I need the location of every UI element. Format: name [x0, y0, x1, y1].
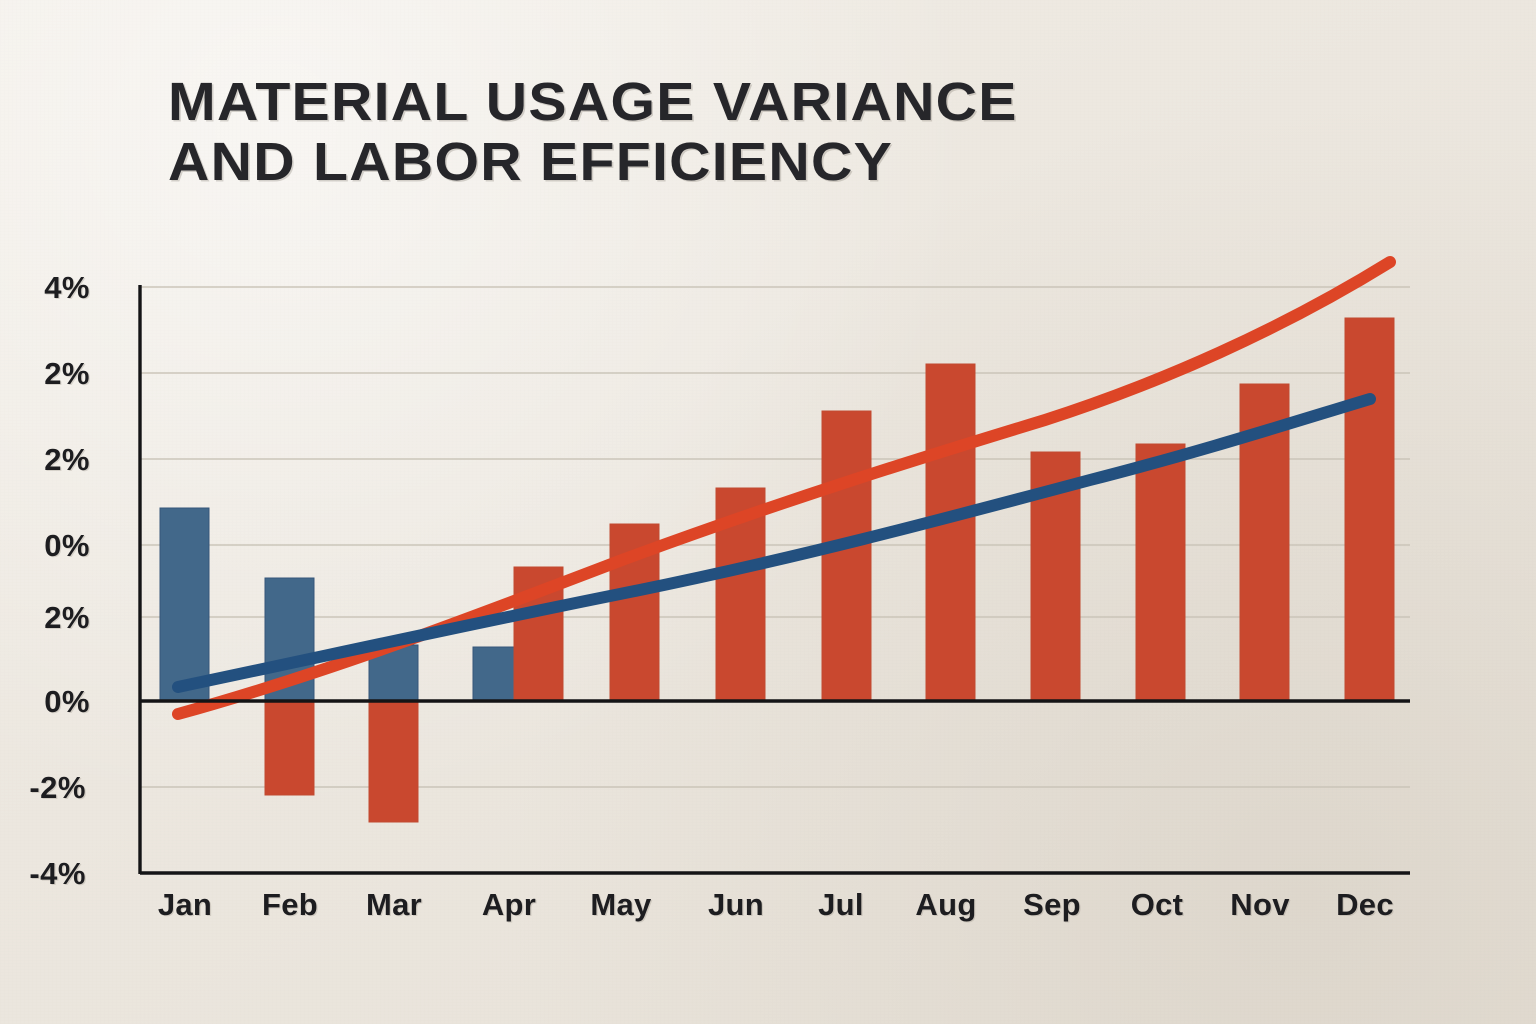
bar-blue-jan — [159, 507, 210, 702]
bar-red-dec — [1344, 317, 1395, 702]
y-tick-4: 2% — [44, 600, 90, 635]
axis-lines — [138, 285, 1410, 875]
bar-red-jul — [821, 410, 872, 702]
x-tick-dec: Dec — [1336, 887, 1394, 922]
x-tick-may: May — [590, 887, 652, 922]
y-tick-6: -2% — [29, 770, 86, 805]
bar-red-mar — [368, 700, 419, 823]
bar-red-feb — [264, 700, 315, 796]
bar-series-group — [159, 317, 1395, 823]
x-tick-jan: Jan — [157, 887, 213, 922]
y-tick-2: 2% — [44, 442, 90, 477]
blue-bar-series — [159, 507, 523, 702]
y-tick-5: 0% — [44, 684, 90, 719]
y-tick-3: 0% — [44, 528, 90, 563]
chart-title: MATERIAL USAGE VARIANCE AND LABOR EFFICI… — [168, 72, 1018, 192]
x-tick-aug: Aug — [915, 887, 977, 922]
y-tick-0: 4% — [44, 270, 90, 305]
x-tick-mar: Mar — [365, 887, 423, 922]
y-tick-7: -4% — [29, 856, 86, 891]
bar-red-oct — [1135, 443, 1186, 702]
x-tick-jun: Jun — [707, 887, 764, 922]
x-tick-jul: Jul — [818, 887, 864, 922]
gridlines — [140, 286, 1410, 788]
trendline-blue — [172, 393, 1376, 693]
red-bar-series — [264, 317, 1395, 823]
x-tick-nov: Nov — [1230, 887, 1290, 922]
x-tick-sep: Sep — [1023, 887, 1081, 922]
y-tick-1: 2% — [44, 356, 90, 391]
trend-line-group — [172, 256, 1396, 720]
bar-red-aug — [925, 363, 976, 702]
x-tick-feb: Feb — [261, 887, 318, 922]
x-tick-oct: Oct — [1130, 887, 1184, 922]
x-tick-apr: Apr — [481, 887, 537, 922]
